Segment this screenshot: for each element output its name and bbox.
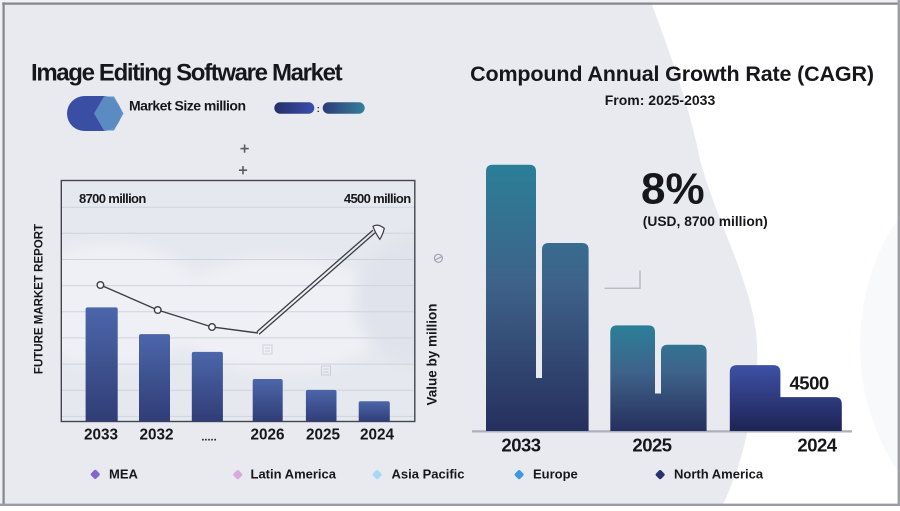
svg-text:Compound Annual Growth Rate (C: Compound Annual Growth Rate (CAGR) xyxy=(470,62,874,86)
svg-text:Asia Pacific: Asia Pacific xyxy=(392,466,465,481)
svg-text:8700 million: 8700 million xyxy=(79,191,146,206)
svg-text:Europe: Europe xyxy=(533,466,578,481)
svg-text:2025: 2025 xyxy=(306,426,341,443)
svg-text:2026: 2026 xyxy=(250,426,284,443)
svg-text:Market Size million: Market Size million xyxy=(129,98,246,114)
svg-text:From: 2025-2033: From: 2025-2033 xyxy=(605,92,716,108)
svg-text::: : xyxy=(317,104,320,114)
svg-text:Image Editing Software Market: Image Editing Software Market xyxy=(31,60,343,87)
svg-text:2025: 2025 xyxy=(632,435,671,456)
svg-text:.....: ..... xyxy=(201,432,216,444)
svg-text:(USD, 8700 million): (USD, 8700 million) xyxy=(643,214,768,229)
svg-text:2033: 2033 xyxy=(501,435,540,456)
svg-text:Value by million: Value by million xyxy=(425,303,440,405)
svg-text:8%: 8% xyxy=(641,165,705,214)
svg-text:4500 million: 4500 million xyxy=(344,191,411,206)
svg-text:4500: 4500 xyxy=(790,373,829,394)
svg-text:2024: 2024 xyxy=(797,435,837,456)
svg-text:Latin America: Latin America xyxy=(251,466,337,481)
svg-text:2024: 2024 xyxy=(360,426,395,443)
svg-text:FUTURE MARKET REPORT: FUTURE MARKET REPORT xyxy=(34,224,46,374)
svg-text:North America: North America xyxy=(674,466,764,481)
svg-text:MEA: MEA xyxy=(109,466,139,481)
svg-text:2033: 2033 xyxy=(84,426,118,443)
svg-text:2032: 2032 xyxy=(139,426,173,443)
